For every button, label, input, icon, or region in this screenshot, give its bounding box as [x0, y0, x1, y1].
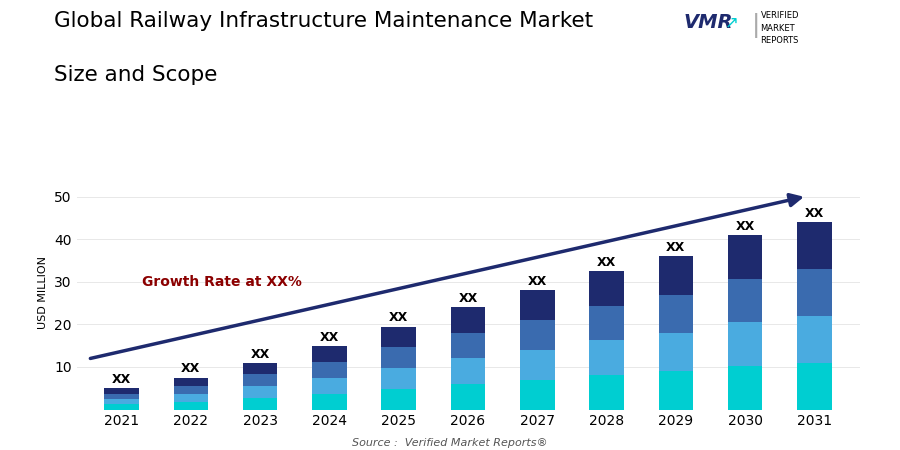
Text: XX: XX [735, 220, 755, 233]
Text: Size and Scope: Size and Scope [54, 65, 218, 85]
Bar [728, 366, 762, 410]
Bar [104, 404, 139, 410]
Bar [243, 374, 277, 386]
Bar [243, 386, 277, 398]
Bar [520, 380, 554, 410]
Bar [312, 378, 346, 394]
Bar [728, 322, 762, 366]
Bar [520, 350, 554, 380]
Text: XX: XX [320, 331, 339, 343]
Bar [797, 363, 832, 410]
Bar [590, 271, 624, 306]
Bar [659, 333, 693, 371]
Bar [243, 398, 277, 410]
Bar [451, 333, 485, 359]
Bar [659, 256, 693, 295]
Text: Global Railway Infrastructure Maintenance Market: Global Railway Infrastructure Maintenanc… [54, 11, 593, 31]
Bar [659, 371, 693, 410]
Text: XX: XX [666, 241, 686, 254]
Bar [797, 222, 832, 269]
Text: VMR: VMR [684, 14, 734, 32]
Text: |: | [752, 14, 760, 39]
Text: XX: XX [805, 207, 824, 220]
Text: Source :  Verified Market Reports®: Source : Verified Market Reports® [352, 438, 548, 448]
Bar [174, 378, 208, 386]
Bar [104, 388, 139, 394]
Bar [104, 394, 139, 399]
Bar [174, 394, 208, 401]
Bar [659, 295, 693, 333]
Text: XX: XX [597, 256, 617, 269]
Bar [590, 306, 624, 340]
Bar [312, 362, 346, 378]
Text: XX: XX [458, 292, 478, 305]
Bar [382, 368, 416, 389]
Bar [312, 394, 346, 410]
Text: XX: XX [112, 373, 131, 386]
Bar [312, 346, 346, 362]
Text: XX: XX [250, 347, 270, 360]
Bar [451, 307, 485, 333]
Text: XX: XX [389, 311, 409, 324]
Bar [728, 235, 762, 279]
Bar [451, 359, 485, 384]
Y-axis label: USD MILLION: USD MILLION [39, 256, 49, 329]
Text: Growth Rate at XX%: Growth Rate at XX% [142, 275, 302, 289]
Bar [382, 327, 416, 347]
Bar [590, 375, 624, 410]
Bar [174, 401, 208, 410]
Bar [243, 363, 277, 374]
Bar [520, 320, 554, 350]
Bar [728, 279, 762, 322]
Bar [797, 269, 832, 316]
Bar [797, 316, 832, 363]
Text: VERIFIED
MARKET
REPORTS: VERIFIED MARKET REPORTS [760, 11, 799, 45]
Bar [590, 340, 624, 375]
Bar [520, 290, 554, 320]
Bar [382, 389, 416, 410]
Bar [451, 384, 485, 410]
Bar [382, 347, 416, 368]
Text: ↗: ↗ [724, 14, 738, 32]
Text: XX: XX [527, 275, 547, 288]
Bar [104, 399, 139, 404]
Text: XX: XX [181, 362, 201, 375]
Bar [174, 386, 208, 394]
